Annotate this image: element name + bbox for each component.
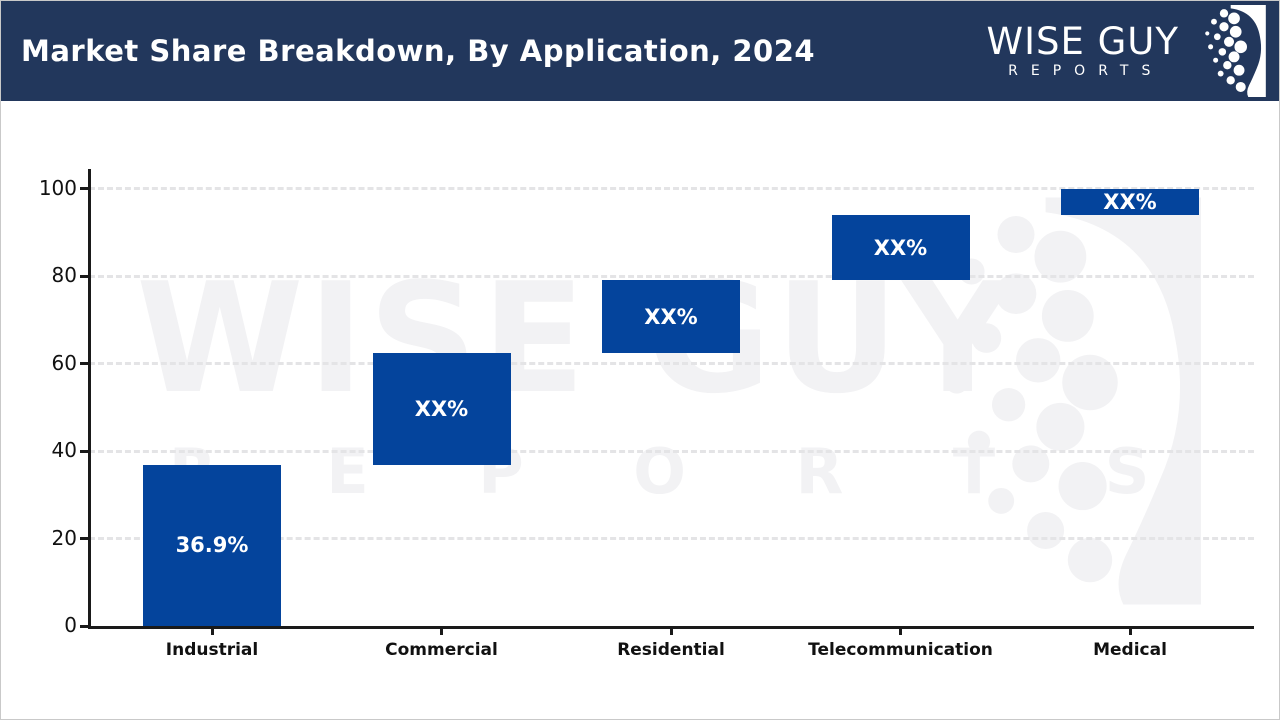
y-tick-label-40: 40 [51,438,77,463]
y-tick-label-100: 100 [38,175,77,200]
bar-value-label: XX% [414,396,469,421]
brand-face-icon [1205,5,1266,97]
y-axis-line [87,169,91,629]
y-tick-mark-100 [80,187,90,191]
x-tick-mark-1 [440,626,443,635]
chart-title: Market Share Breakdown, By Application, … [21,34,816,68]
bar-telecommunication: XX% [831,214,970,281]
x-category-label: Medical [1093,640,1167,660]
bar-medical: XX% [1061,188,1199,215]
y-tick-mark-20 [80,537,90,541]
y-tick-label-0: 0 [64,613,77,637]
bar-value-label: XX% [644,304,698,329]
x-axis-line [87,626,1254,629]
x-category-label: Residential [617,640,725,660]
bar-value-label: 36.9% [175,533,249,558]
bar-commercial: XX% [372,352,511,465]
x-tick-mark-2 [669,626,673,635]
bar-industrial: 36.9% [143,464,281,626]
watermark-text-primary: WISE GUY [136,250,1017,427]
x-category-label: Commercial [385,640,498,660]
bar-residential: XX% [602,280,740,353]
x-category-label: Telecommunication [808,640,993,660]
gridline-80 [89,274,1254,278]
x-tick-mark-0 [210,626,214,635]
y-tick-label-60: 60 [51,350,77,375]
x-tick-mark-3 [899,626,902,635]
gridline-40 [89,449,1254,453]
header-bar: Market Share Breakdown, By Application, … [1,1,1279,101]
gridline-60 [89,362,1254,366]
y-tick-mark-0 [80,624,90,628]
y-tick-mark-80 [80,274,90,278]
brand-logo: WISE GUY REPORTS [987,5,1267,97]
watermark-face-icon [932,197,1201,605]
y-tick-mark-60 [80,362,90,366]
x-tick-mark-4 [1128,626,1132,635]
bar-value-label: XX% [1103,189,1157,214]
brand-logo-text: WISE GUY REPORTS [986,19,1179,80]
y-tick-label-20: 20 [51,525,77,550]
y-tick-label-80: 80 [51,263,77,288]
brand-name: WISE GUY [986,19,1179,63]
gridline-20 [89,537,1254,541]
x-category-label: Industrial [165,640,259,660]
brand-subname: REPORTS [1008,63,1164,80]
bar-value-label: XX% [873,235,928,260]
plot-area: 0 20 40 60 80 100 36.9% Industrial XX% Commercial… [1,101,1279,719]
gridline-100 [89,187,1254,191]
y-tick-mark-40 [80,449,90,453]
